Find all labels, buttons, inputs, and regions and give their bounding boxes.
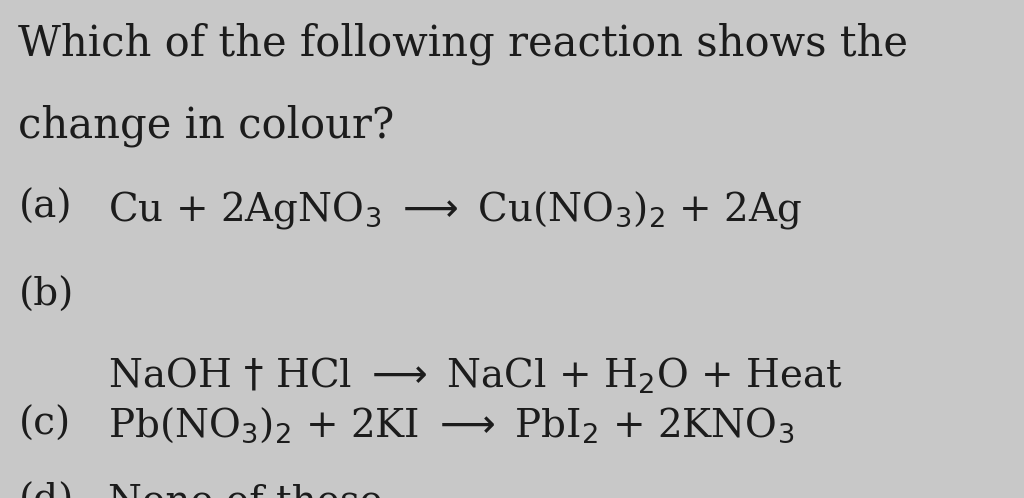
Text: Pb(NO$_3$)$_2$ + 2KI $\longrightarrow$ PbI$_2$ + 2KNO$_3$: Pb(NO$_3$)$_2$ + 2KI $\longrightarrow$ P… (108, 406, 794, 446)
Text: None of these.: None of these. (108, 483, 394, 498)
Text: (a): (a) (18, 189, 72, 226)
Text: Which of the following reaction shows the: Which of the following reaction shows th… (18, 22, 908, 65)
Text: NaOH $\dagger$ HCl $\longrightarrow$ NaCl + H$_2$O + Heat: NaOH $\dagger$ HCl $\longrightarrow$ NaC… (108, 356, 842, 396)
Text: Cu + 2AgNO$_3$ $\longrightarrow$ Cu(NO$_3$)$_2$ + 2Ag: Cu + 2AgNO$_3$ $\longrightarrow$ Cu(NO$_… (108, 189, 802, 231)
Text: (d): (d) (18, 483, 74, 498)
Text: (c): (c) (18, 406, 71, 443)
Text: change in colour?: change in colour? (18, 105, 394, 147)
Text: (b): (b) (18, 276, 74, 313)
